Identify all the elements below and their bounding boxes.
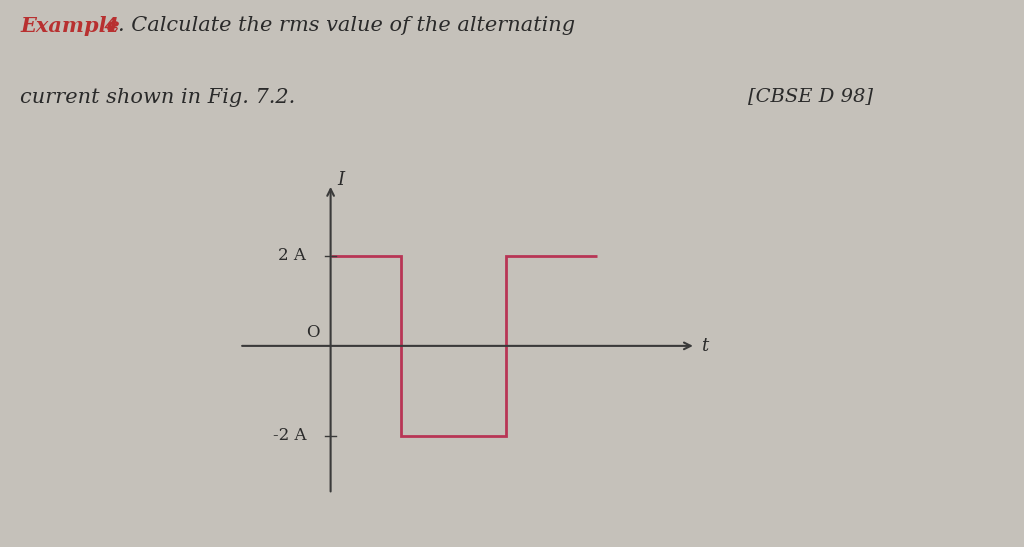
Text: Example: Example (20, 16, 120, 37)
Text: 4: 4 (97, 16, 119, 37)
Text: current shown in Fig. 7.2.: current shown in Fig. 7.2. (20, 88, 296, 107)
Text: . Calculate the rms value of the alternating: . Calculate the rms value of the alterna… (118, 16, 574, 36)
Text: 2 A: 2 A (279, 247, 306, 264)
Text: [CBSE D 98]: [CBSE D 98] (748, 88, 872, 106)
Text: O: O (306, 324, 319, 341)
Text: t: t (701, 337, 709, 355)
Text: I: I (338, 171, 345, 189)
Text: -2 A: -2 A (272, 427, 306, 444)
